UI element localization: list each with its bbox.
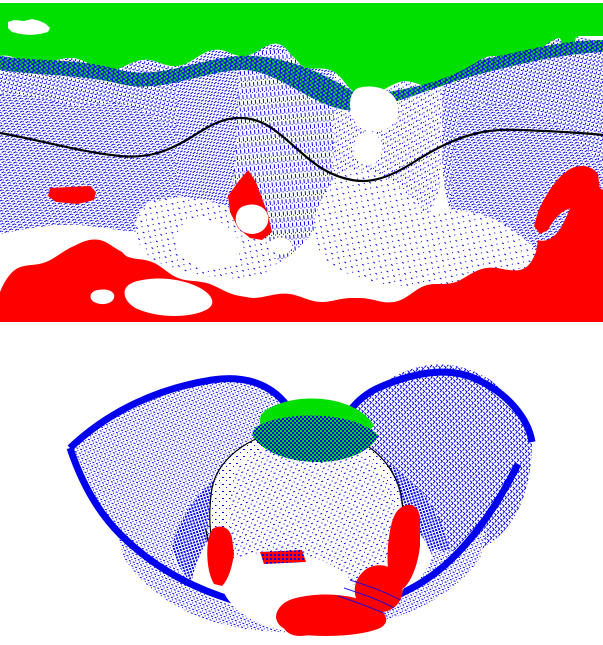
red-band-center bbox=[260, 550, 306, 564]
black-contour-line bbox=[0, 116, 603, 183]
red-band-right bbox=[387, 504, 420, 588]
blue-green-fringe bbox=[0, 40, 603, 111]
white-voids-blue bbox=[350, 86, 399, 166]
blue-shell-right bbox=[336, 364, 532, 555]
green-region-top bbox=[0, 3, 603, 97]
red-void-2 bbox=[235, 204, 269, 234]
panel-rectangular-projection bbox=[0, 3, 603, 322]
red-void-5 bbox=[90, 289, 115, 305]
red-band-bottom-tail bbox=[284, 618, 314, 636]
white-void-1 bbox=[350, 86, 399, 132]
white-voids-red bbox=[90, 204, 292, 316]
red-void-4 bbox=[124, 278, 213, 316]
red-band-right-lower bbox=[354, 565, 403, 613]
white-hole-green-left bbox=[8, 19, 50, 35]
red-small-patch-left bbox=[48, 186, 96, 204]
green-cap-stipple bbox=[252, 415, 378, 462]
red-right-arm bbox=[534, 166, 600, 234]
white-void-2 bbox=[354, 131, 383, 166]
blue-lobe-2 bbox=[0, 93, 180, 234]
blue-shell-left bbox=[70, 378, 298, 550]
top-panel-content bbox=[0, 3, 603, 322]
bottom-panel-content bbox=[0, 330, 603, 645]
red-void-3 bbox=[269, 237, 292, 255]
orthographic-projection-svg bbox=[0, 330, 603, 645]
rectangular-projection-svg bbox=[0, 3, 603, 322]
red-band-left bbox=[207, 526, 234, 586]
blue-fine-streamlines-lower bbox=[337, 579, 401, 615]
panel-orthographic-projection bbox=[0, 330, 603, 645]
red-void-1 bbox=[176, 219, 241, 270]
